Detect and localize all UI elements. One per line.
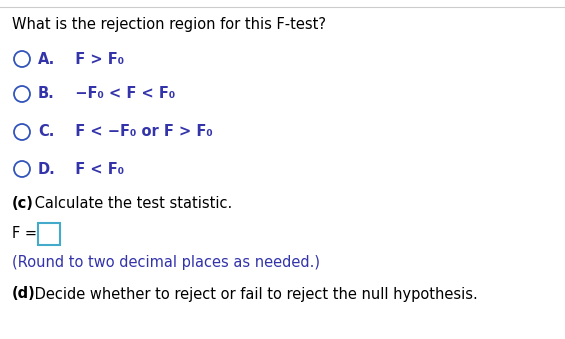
Text: F < −F₀ or F > F₀: F < −F₀ or F > F₀ — [65, 124, 213, 140]
Text: Calculate the test statistic.: Calculate the test statistic. — [30, 197, 232, 212]
Text: (Round to two decimal places as needed.): (Round to two decimal places as needed.) — [12, 256, 320, 271]
Text: F > F₀: F > F₀ — [65, 52, 124, 66]
FancyBboxPatch shape — [38, 223, 60, 245]
Text: C.: C. — [38, 124, 54, 140]
Text: D.: D. — [38, 161, 56, 177]
Text: What is the rejection region for this F-test?: What is the rejection region for this F-… — [12, 17, 326, 32]
Text: F < F₀: F < F₀ — [65, 161, 124, 177]
Text: −F₀ < F < F₀: −F₀ < F < F₀ — [65, 86, 175, 101]
Text: (d): (d) — [12, 286, 36, 301]
Text: B.: B. — [38, 86, 55, 101]
Text: F =: F = — [12, 226, 37, 241]
Text: (c): (c) — [12, 197, 34, 212]
Text: Decide whether to reject or fail to reject the null hypothesis.: Decide whether to reject or fail to reje… — [30, 286, 478, 301]
Text: A.: A. — [38, 52, 55, 66]
